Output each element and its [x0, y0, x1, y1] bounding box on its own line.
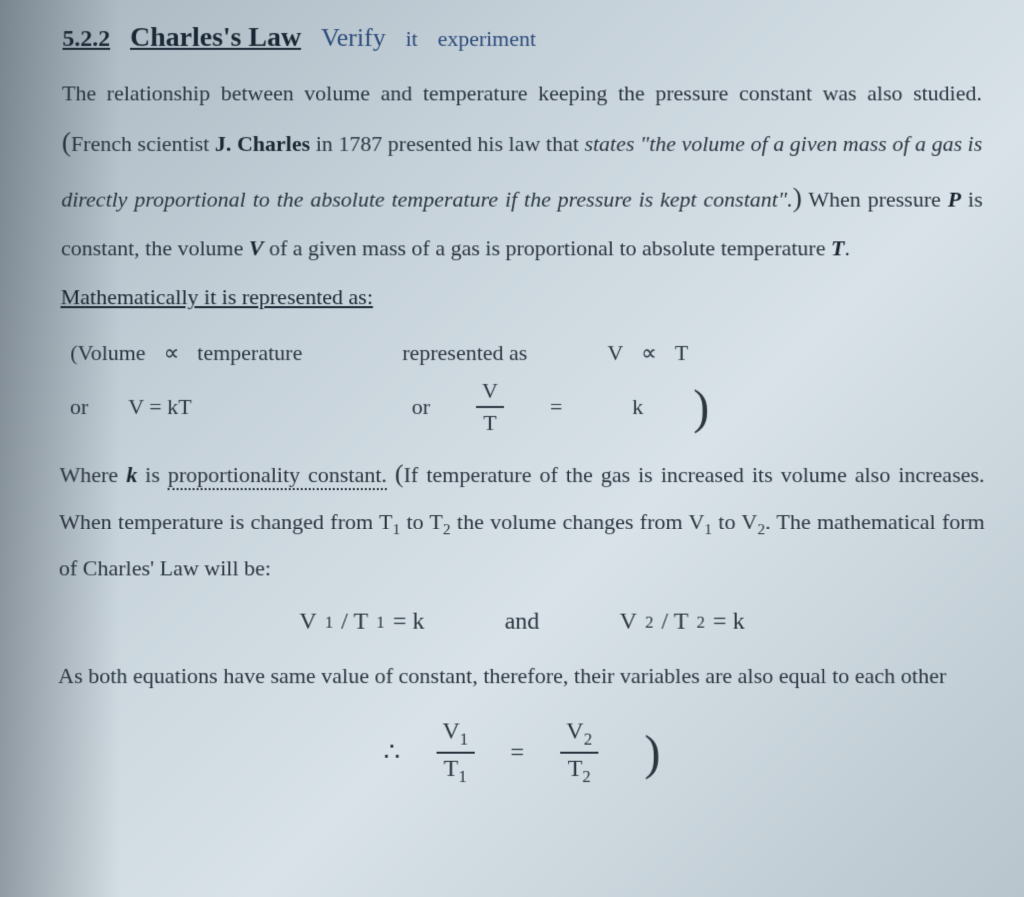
subscript: 2	[757, 522, 765, 539]
text: to V	[712, 509, 757, 534]
subscript: 2	[443, 522, 451, 539]
denominator: T	[477, 408, 502, 436]
text: Where	[59, 462, 126, 487]
fraction-v1-t1: V1 T1	[436, 719, 474, 787]
close-paren: )	[644, 725, 660, 781]
and-label: and	[505, 609, 540, 636]
text: .	[844, 235, 850, 260]
subscript: 2	[696, 612, 704, 632]
slash-t2: / T	[661, 609, 688, 636]
k-symbol: k	[126, 462, 137, 487]
fraction-v-over-t: V T	[476, 378, 504, 436]
volume-word: (Volume	[70, 340, 145, 366]
fraction-v2-t2: V2 T2	[560, 719, 598, 787]
bracket-open: (	[395, 459, 404, 488]
text: French scientist	[71, 131, 215, 156]
text: constant was also studied.	[739, 81, 982, 106]
equals-k: = k	[713, 609, 745, 636]
text: of a given mass of a gas is proportional…	[263, 235, 831, 260]
handwritten-verify: Verify	[321, 23, 386, 53]
subscript: 1	[704, 522, 712, 539]
text: If temperature of the gas is increased i…	[404, 462, 773, 487]
v1: V	[299, 609, 316, 636]
equation-proportionality: (Volume ∝ temperature represented as V ∝…	[60, 340, 984, 366]
k-constant: k	[632, 394, 643, 420]
close-paren: )	[693, 380, 709, 435]
handwritten-experiment: experiment	[438, 26, 536, 52]
section-number: 5.2.2	[62, 26, 110, 53]
proportional-symbol: ∝	[164, 340, 180, 366]
subscript: 1	[325, 612, 333, 632]
subscript: 1	[376, 612, 384, 632]
equation-v1t1-v2t2: V1 / T1 = k and V2 / T2 = k	[58, 609, 985, 636]
text: also equal to each other	[738, 663, 947, 688]
math-heading: Mathematically it is represented as:	[61, 284, 373, 310]
law-statement-2: temperature if the pressure is kept cons…	[392, 187, 793, 212]
represented-as: represented as	[402, 340, 527, 366]
section-heading: 5.2.2 Charles's Law Verify it experiment	[62, 22, 981, 54]
slash-t1: / T	[341, 609, 368, 636]
text: When pressure	[802, 187, 948, 212]
or-label: or	[70, 394, 88, 420]
numerator: V	[476, 378, 504, 408]
temperature-word: temperature	[197, 340, 302, 366]
handwritten-it: it	[405, 26, 417, 52]
text: The relationship between volume and temp…	[62, 81, 728, 106]
volume-symbol: V	[249, 235, 264, 260]
numerator: V1	[436, 719, 474, 754]
denominator: T1	[438, 754, 473, 787]
text: changes from V	[563, 509, 705, 534]
text: As both equations have same value of con…	[58, 663, 732, 688]
bracket-close: )	[793, 183, 802, 214]
or-label: or	[412, 394, 430, 420]
therefore-symbol: ∴	[383, 738, 400, 768]
scientist-name: J. Charles	[215, 131, 310, 156]
paragraph-2: Where k is proportionality constant. (If…	[59, 448, 986, 591]
paragraph-3: As both equations have same value of con…	[58, 654, 986, 698]
v-symbol: V	[607, 340, 623, 366]
v-equals-kt: V = kT	[128, 394, 191, 420]
text: volume	[177, 235, 248, 260]
text: is	[137, 462, 168, 487]
equals: =	[510, 739, 524, 766]
text: the volume	[451, 509, 557, 534]
equation-vkt: or V = kT or V T = k )	[60, 378, 984, 436]
text: in 1787 presented his law that	[310, 131, 579, 156]
proportional-symbol: ∝	[641, 340, 657, 366]
denominator: T2	[562, 754, 597, 787]
temperature-symbol: T	[831, 235, 845, 260]
textbook-page: 5.2.2 Charles's Law Verify it experiment…	[57, 22, 986, 787]
equals-k: = k	[393, 609, 425, 636]
equals: =	[550, 394, 562, 420]
numerator: V2	[560, 719, 598, 754]
subscript: 2	[645, 612, 653, 632]
t-symbol: T	[675, 340, 689, 366]
pressure-symbol: P	[948, 187, 962, 212]
v2: V	[620, 609, 637, 636]
text: to T	[400, 509, 443, 534]
final-equation: ∴ V1 T1 = V2 T2 )	[57, 719, 986, 787]
section-title: Charles's Law	[130, 22, 301, 54]
proportionality-constant: proportionality constant.	[168, 462, 387, 490]
paragraph-1: The relationship between volume and temp…	[61, 72, 983, 271]
